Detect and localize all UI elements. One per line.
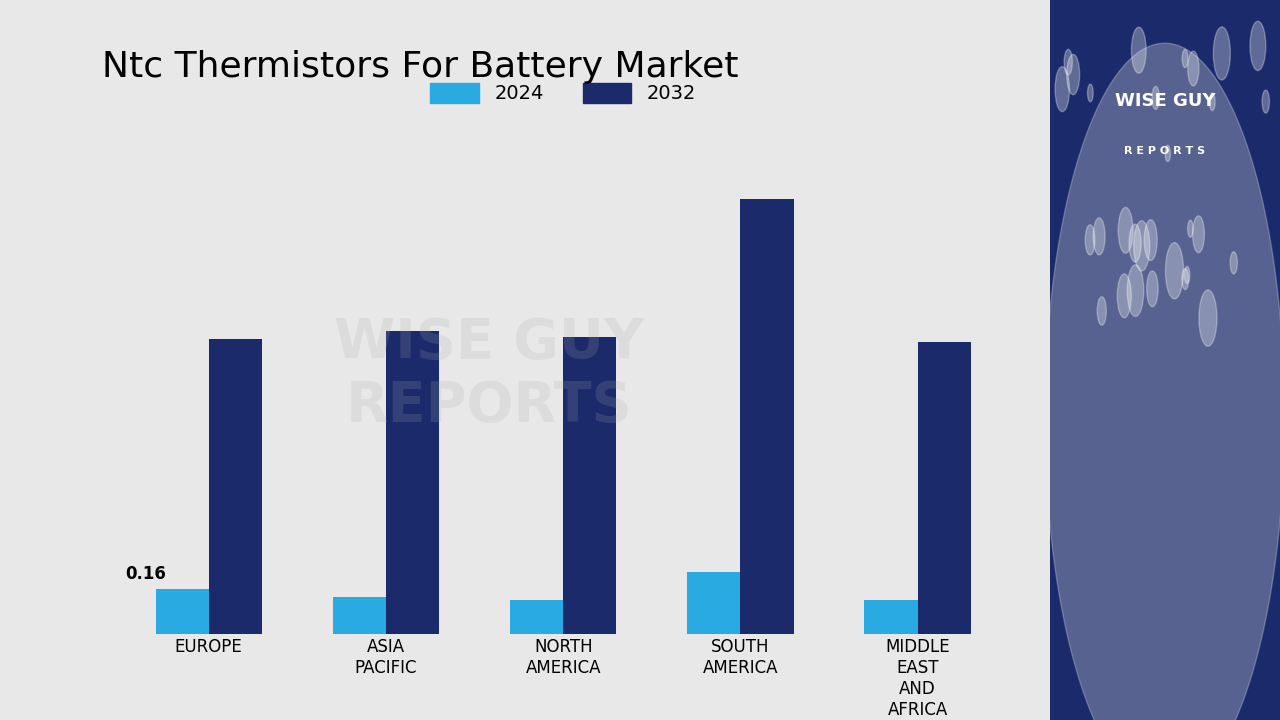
Circle shape — [1165, 145, 1170, 161]
Text: 0.16: 0.16 — [125, 565, 166, 583]
Circle shape — [1064, 50, 1073, 75]
Circle shape — [1097, 297, 1106, 325]
Bar — [563, 336, 617, 634]
Circle shape — [1181, 269, 1189, 289]
Circle shape — [1085, 225, 1094, 255]
Text: R E P O R T S: R E P O R T S — [1124, 146, 1206, 156]
Circle shape — [1066, 54, 1079, 95]
Circle shape — [1183, 50, 1188, 68]
Circle shape — [1134, 221, 1149, 271]
Circle shape — [1147, 271, 1158, 307]
Circle shape — [1129, 224, 1142, 262]
Circle shape — [1117, 274, 1132, 318]
Polygon shape — [1044, 43, 1280, 720]
Circle shape — [1210, 93, 1215, 111]
Circle shape — [1144, 220, 1157, 261]
Circle shape — [1184, 266, 1190, 284]
Bar — [333, 597, 387, 634]
Text: WISE GUY
REPORTS: WISE GUY REPORTS — [334, 316, 645, 433]
Bar — [918, 342, 970, 634]
Circle shape — [1199, 290, 1217, 346]
Circle shape — [1093, 218, 1105, 255]
Circle shape — [1152, 86, 1160, 109]
Legend: 2024, 2032: 2024, 2032 — [421, 73, 705, 113]
Bar — [740, 199, 794, 634]
Circle shape — [1088, 84, 1093, 102]
Bar — [156, 589, 209, 634]
Circle shape — [1166, 243, 1184, 299]
Circle shape — [1230, 252, 1238, 274]
Circle shape — [1119, 207, 1133, 253]
Bar — [687, 572, 740, 634]
Circle shape — [1188, 51, 1199, 86]
Circle shape — [1128, 265, 1144, 317]
Text: Ntc Thermistors For Battery Market: Ntc Thermistors For Battery Market — [102, 50, 739, 84]
Bar — [509, 600, 563, 634]
Circle shape — [1188, 220, 1193, 238]
Circle shape — [1213, 27, 1230, 80]
Bar — [209, 339, 262, 634]
Circle shape — [1132, 27, 1146, 73]
Circle shape — [1055, 67, 1070, 112]
Bar — [864, 600, 918, 634]
Text: WISE GUY: WISE GUY — [1115, 91, 1215, 109]
Circle shape — [1251, 21, 1266, 71]
Circle shape — [1193, 216, 1204, 253]
Bar — [387, 331, 439, 634]
Circle shape — [1262, 90, 1270, 113]
